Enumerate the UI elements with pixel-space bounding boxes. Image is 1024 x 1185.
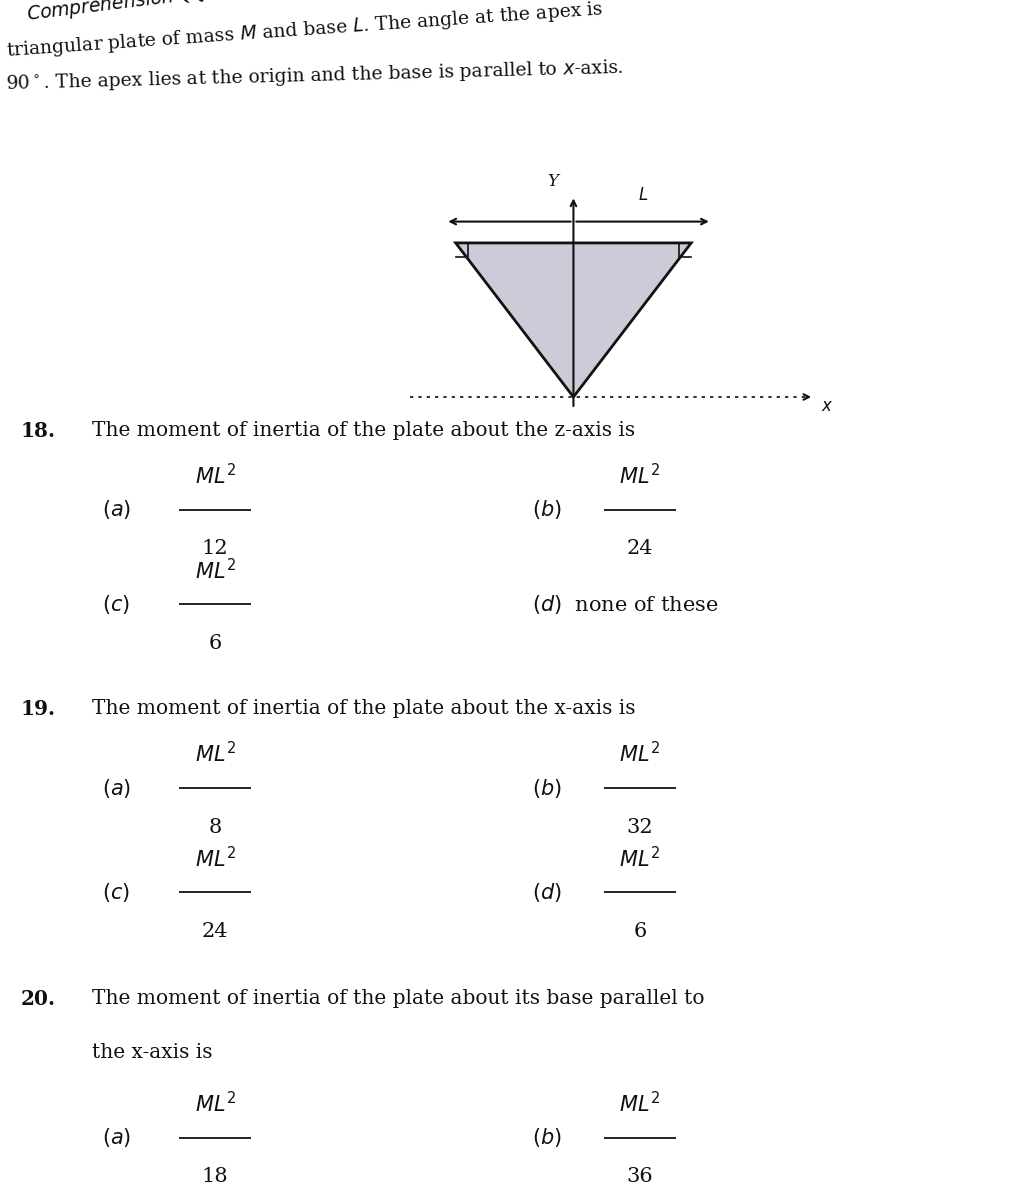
Text: $(a)$: $(a)$ (102, 1126, 132, 1149)
Text: 36: 36 (627, 1167, 653, 1185)
Text: $ML^2$: $ML^2$ (195, 558, 236, 583)
Text: $(b)$: $(b)$ (532, 776, 562, 800)
Text: $(d)$  none of these: $(d)$ none of these (532, 592, 719, 616)
Polygon shape (456, 243, 691, 397)
Text: $(b)$: $(b)$ (532, 498, 562, 521)
Text: $(a)$: $(a)$ (102, 776, 132, 800)
Text: 6: 6 (634, 922, 646, 941)
Text: $ML^2$: $ML^2$ (195, 742, 236, 767)
Text: $(c)$: $(c)$ (102, 592, 130, 616)
Text: 19.: 19. (20, 699, 55, 719)
Text: 6: 6 (209, 634, 221, 653)
Text: $(b)$: $(b)$ (532, 1126, 562, 1149)
Text: $ML^2$: $ML^2$ (195, 463, 236, 488)
Text: $ML^2$: $ML^2$ (620, 846, 660, 871)
Text: 24: 24 (202, 922, 228, 941)
Text: The moment of inertia of the plate about the x-axis is: The moment of inertia of the plate about… (92, 699, 636, 718)
Text: $ML^2$: $ML^2$ (195, 1091, 236, 1116)
Text: $\it{Comprehension}$ (Q. 18 to 21): The figure shows an isosceles: $\it{Comprehension}$ (Q. 18 to 21): The … (26, 0, 638, 26)
Text: 18: 18 (202, 1167, 228, 1185)
Text: $(a)$: $(a)$ (102, 498, 132, 521)
Text: The moment of inertia of the plate about its base parallel to: The moment of inertia of the plate about… (92, 989, 705, 1008)
Text: 90$^\circ$. The apex lies at the origin and the base is parallel to $x$-axis.: 90$^\circ$. The apex lies at the origin … (5, 57, 624, 95)
Text: $(d)$: $(d)$ (532, 880, 562, 904)
Text: Y: Y (547, 173, 558, 190)
Text: triangular plate of mass $M$ and base $L$. The angle at the apex is: triangular plate of mass $M$ and base $L… (5, 0, 603, 62)
Text: 18.: 18. (20, 421, 55, 441)
Text: $L$: $L$ (638, 187, 648, 204)
Text: 8: 8 (209, 818, 221, 837)
Text: the x-axis is: the x-axis is (92, 1043, 213, 1062)
Text: $ML^2$: $ML^2$ (195, 846, 236, 871)
Text: $ML^2$: $ML^2$ (620, 463, 660, 488)
Text: $(c)$: $(c)$ (102, 880, 130, 904)
Text: 32: 32 (627, 818, 653, 837)
Text: 24: 24 (627, 539, 653, 558)
Text: $ML^2$: $ML^2$ (620, 1091, 660, 1116)
Text: $ML^2$: $ML^2$ (620, 742, 660, 767)
Text: The moment of inertia of the plate about the z-axis is: The moment of inertia of the plate about… (92, 421, 635, 440)
Text: $x$: $x$ (821, 398, 834, 415)
Text: 12: 12 (202, 539, 228, 558)
Text: 20.: 20. (20, 989, 55, 1010)
